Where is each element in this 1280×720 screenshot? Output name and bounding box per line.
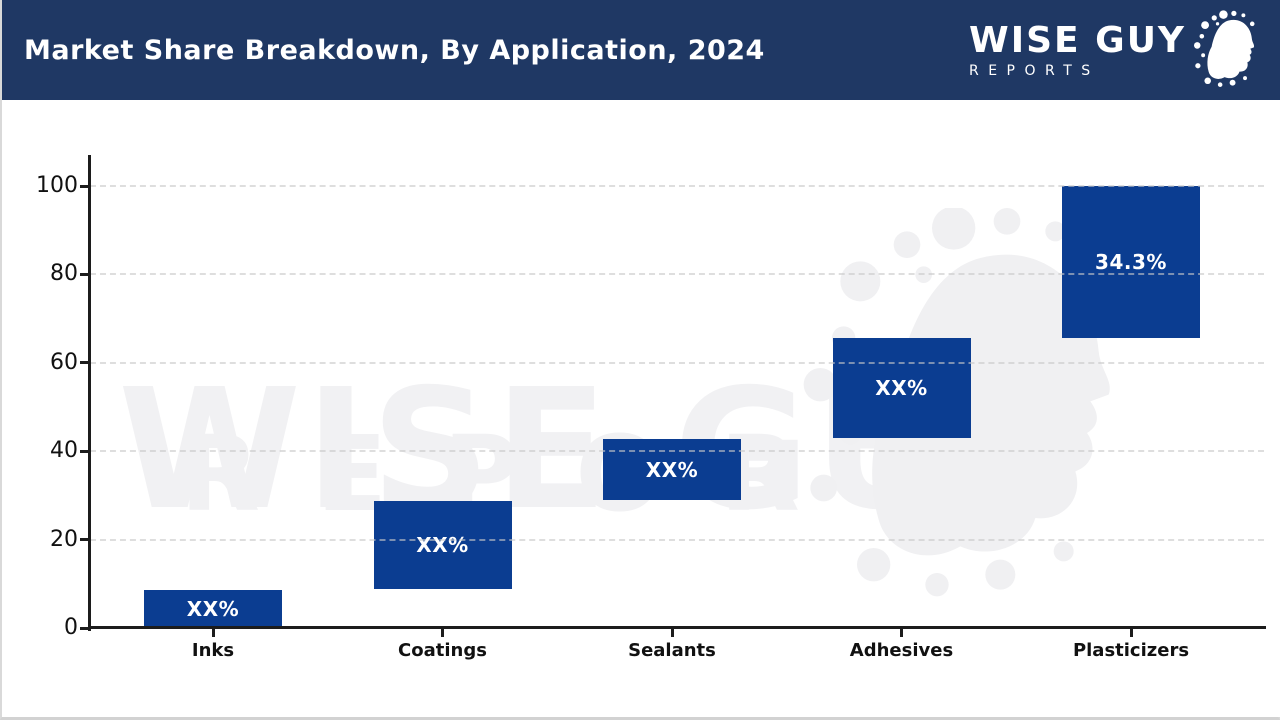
y-tick-label: 0 — [64, 615, 78, 640]
logo-wordmark: WISE GUY — [968, 19, 1186, 61]
y-tick-label: 20 — [50, 526, 78, 552]
y-axis-spine — [88, 155, 91, 631]
x-category-label: Coatings — [398, 640, 487, 661]
gridline — [90, 538, 1264, 541]
x-category-label: Adhesives — [849, 640, 954, 661]
x-tick-mark — [441, 629, 444, 637]
watermark-head-profile — [803, 208, 1112, 597]
x-category-label: Plasticizers — [1072, 640, 1190, 661]
bar-inks: XX% — [144, 590, 282, 628]
y-tick-label: 80 — [50, 261, 78, 287]
x-category-label: Inks — [191, 640, 235, 661]
chart-canvas: WISE GUY REPORTS 020406080100XX%InksXX%C… — [2, 100, 1280, 717]
y-tick-mark — [80, 538, 89, 542]
bar-value-label: XX% — [875, 375, 928, 400]
y-tick-mark — [80, 184, 89, 188]
page-title: Market Share Breakdown, By Application, … — [24, 34, 765, 66]
y-tick-label: 60 — [50, 349, 78, 375]
gridline — [90, 361, 1264, 364]
gridline — [90, 273, 1264, 276]
x-tick-mark — [211, 629, 215, 637]
bar-adhesives: XX% — [832, 337, 971, 438]
x-axis-spine — [88, 626, 1266, 629]
bar-coatings: XX% — [373, 501, 512, 589]
logo-text: WISE GUY REPORTS — [968, 19, 1186, 79]
bar-value-label: XX% — [645, 457, 699, 482]
logo-subtitle: REPORTS — [968, 62, 1100, 79]
x-category-label: Sealants — [628, 640, 716, 661]
y-tick-mark — [80, 449, 89, 453]
x-tick-mark — [670, 629, 674, 637]
y-tick-label: 100 — [36, 173, 78, 198]
y-tick-mark — [80, 626, 89, 630]
y-tick-mark — [80, 272, 89, 276]
x-tick-mark — [900, 629, 903, 637]
bar-value-label: XX% — [186, 597, 240, 622]
logo-head-profile-icon — [1193, 10, 1255, 87]
gridline — [90, 185, 1264, 187]
header: Market Share Breakdown, By Application, … — [2, 0, 1280, 100]
x-tick-mark — [1129, 629, 1133, 637]
bar-value-label: 34.3% — [1095, 249, 1167, 274]
y-tick-mark — [80, 361, 89, 365]
bar-value-label: XX% — [416, 532, 469, 557]
y-tick-label: 40 — [50, 438, 78, 464]
gridline — [90, 450, 1264, 453]
bar-sealants: XX% — [603, 438, 741, 501]
bar-plasticizers: 34.3% — [1062, 186, 1200, 338]
wise-guy-reports-logo: WISE GUY REPORTS — [969, 10, 1264, 90]
